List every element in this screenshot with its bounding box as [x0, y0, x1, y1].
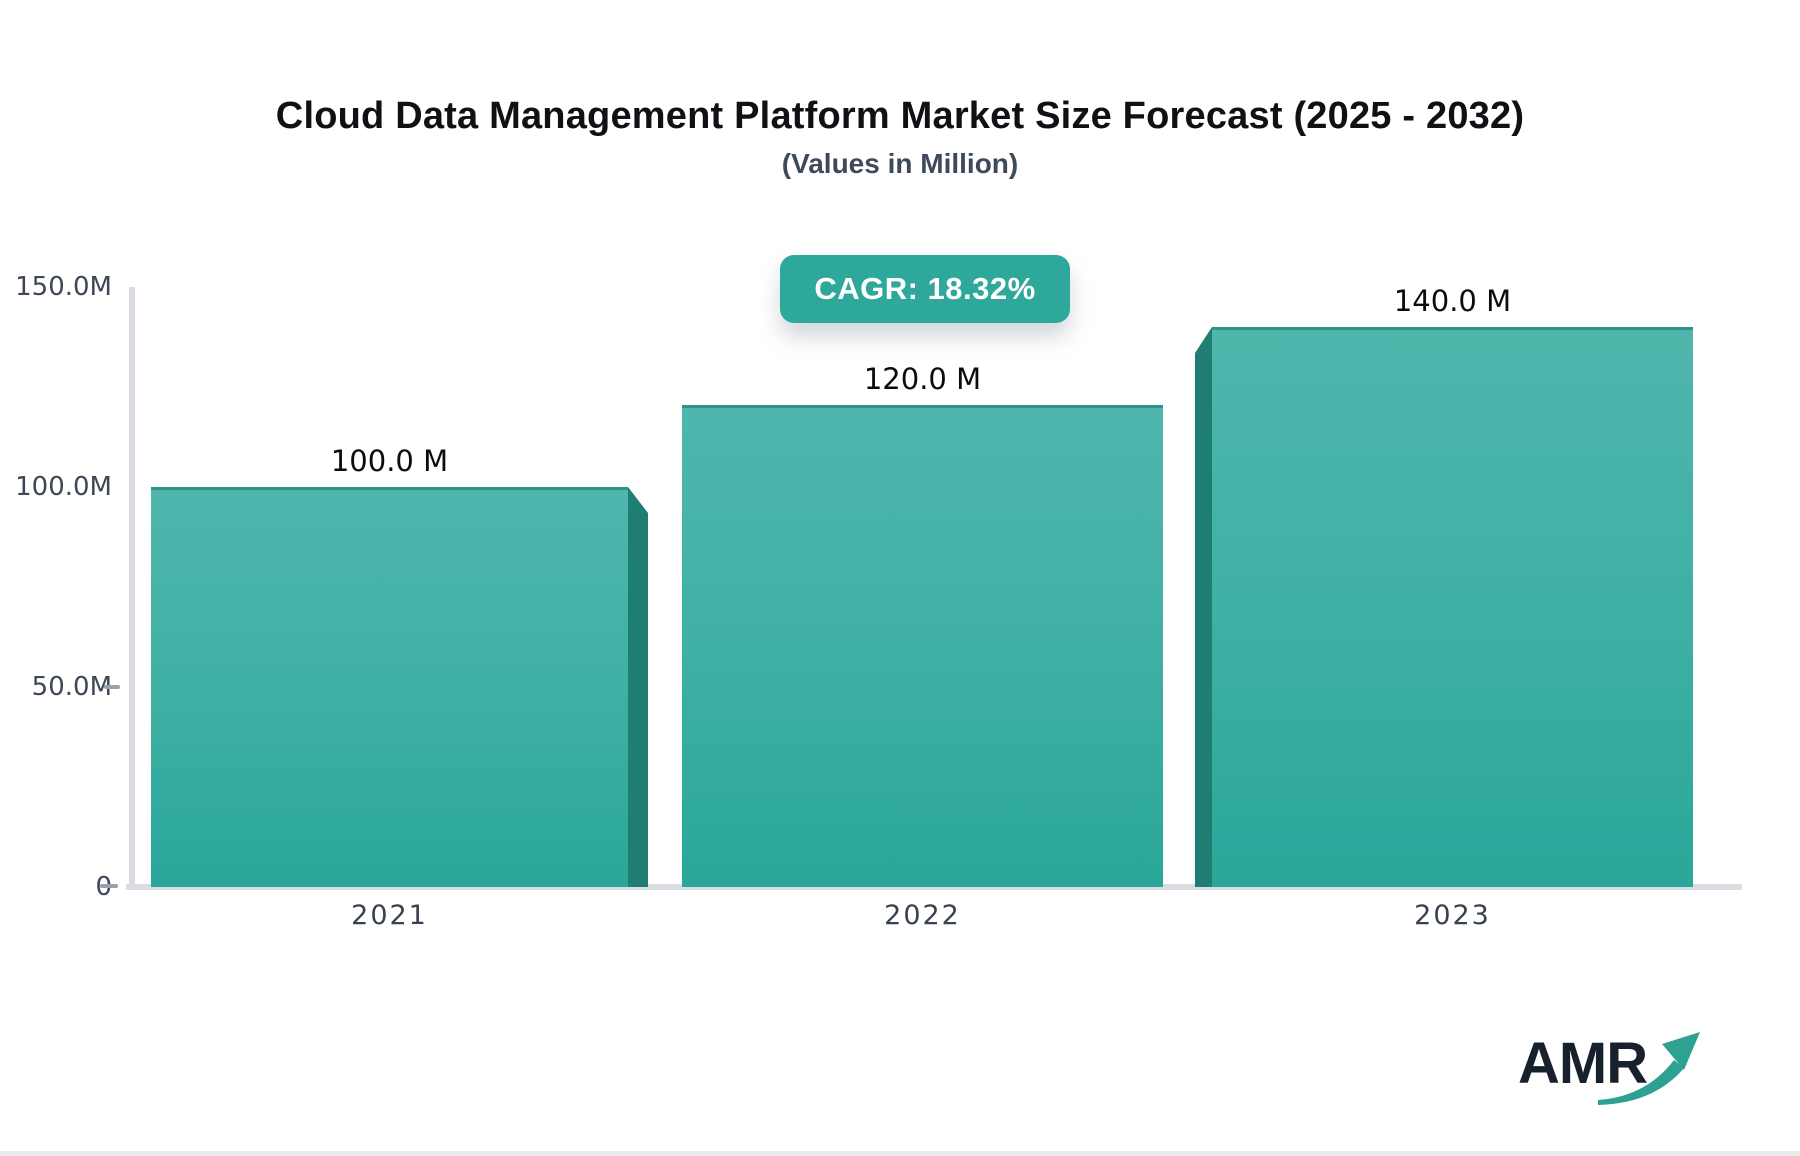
trend-arrow-icon	[1598, 1032, 1700, 1105]
y-tick-50	[104, 685, 120, 689]
chart-title: Cloud Data Management Platform Market Si…	[275, 95, 1525, 137]
cagr-badge: CAGR: 18.32%	[780, 255, 1070, 323]
bar-value-label: 100.0 M	[330, 444, 449, 478]
x-axis-label: 2022	[884, 900, 961, 931]
x-axis-line	[126, 884, 1742, 890]
bar-value-label: 140.0 M	[1393, 284, 1512, 318]
y-axis-line	[129, 287, 135, 890]
y-axis-label-0: 0	[0, 871, 112, 903]
bar-2021-side-face	[628, 487, 648, 887]
y-tick-0	[100, 884, 118, 888]
chart-subtitle: (Values in Million)	[781, 148, 1019, 179]
bottom-border-strip	[0, 1151, 1800, 1156]
x-axis-label: 2023	[1414, 900, 1491, 931]
bar-value-label: 120.0 M	[863, 362, 982, 396]
bar-2023	[1212, 327, 1693, 887]
amr-logo-text: AMR	[1518, 1031, 1648, 1096]
cagr-badge-label: CAGR: 18.32%	[814, 271, 1036, 306]
x-axis-label: 2021	[351, 900, 428, 931]
y-axis-label-100: 100.0M	[15, 472, 112, 502]
bar-2022	[682, 405, 1163, 887]
bar-2023-side-face	[1195, 327, 1212, 887]
y-axis-label-150: 150.0M	[15, 272, 112, 302]
y-axis-label-50: 50.0M	[31, 672, 112, 702]
bar-2021	[151, 487, 628, 887]
